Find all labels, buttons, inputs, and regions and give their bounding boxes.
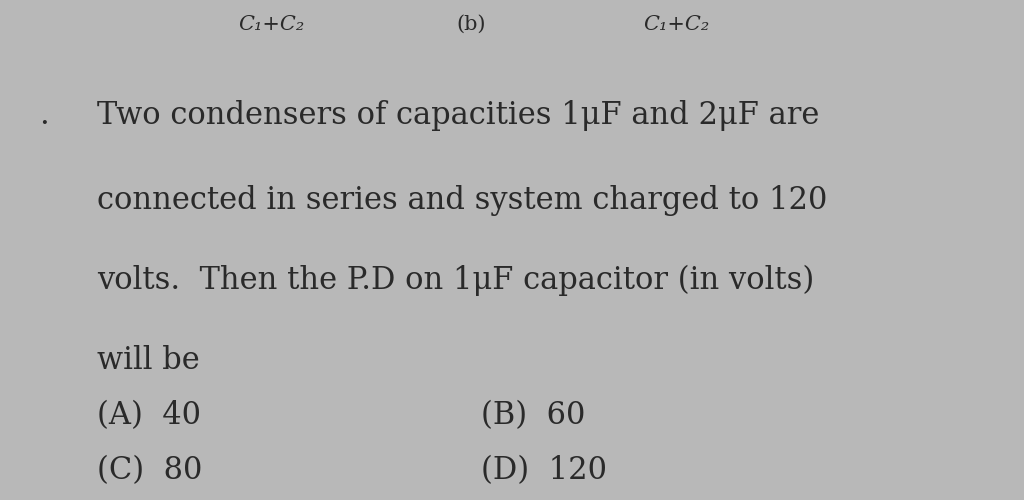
Text: volts.  Then the P.D on 1μF capacitor (in volts): volts. Then the P.D on 1μF capacitor (in… (97, 265, 814, 296)
Text: (B)  60: (B) 60 (481, 400, 586, 431)
Text: (b): (b) (457, 15, 485, 34)
Text: C₁+C₂: C₁+C₂ (643, 15, 709, 34)
Text: (A)  40: (A) 40 (97, 400, 202, 431)
Text: C₁+C₂: C₁+C₂ (239, 15, 304, 34)
Text: connected in series and system charged to 120: connected in series and system charged t… (97, 185, 827, 216)
Text: will be: will be (97, 345, 200, 376)
Text: (C)  80: (C) 80 (97, 455, 203, 486)
Text: Two condensers of capacities 1μF and 2μF are: Two condensers of capacities 1μF and 2μF… (97, 100, 819, 131)
Text: .: . (39, 100, 49, 131)
Text: (D)  120: (D) 120 (481, 455, 607, 486)
